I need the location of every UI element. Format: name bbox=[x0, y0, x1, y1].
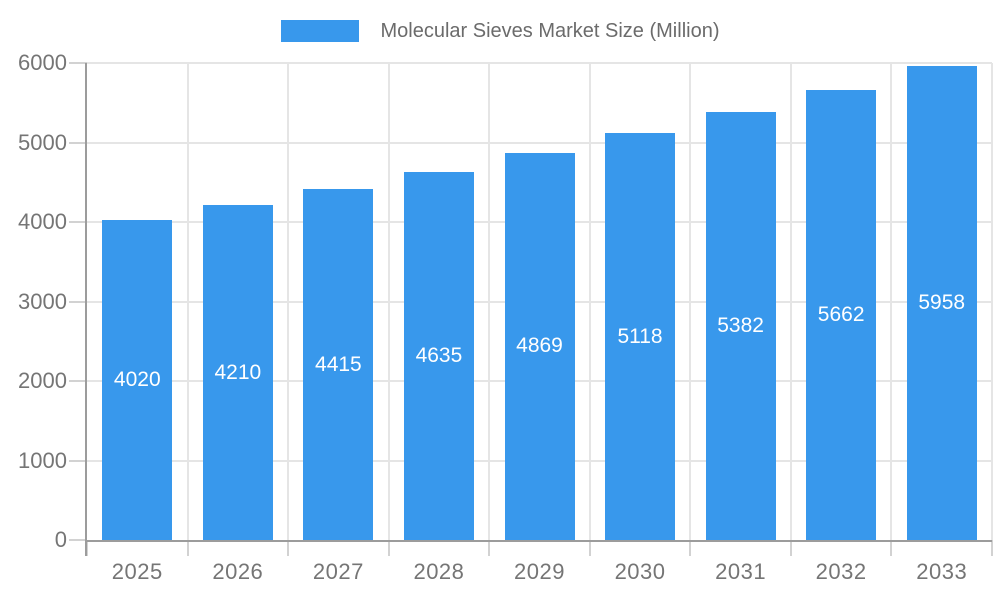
bar-value-label: 5382 bbox=[717, 314, 764, 338]
gridline-vertical bbox=[588, 63, 591, 540]
bar-value-label: 5662 bbox=[817, 302, 865, 326]
gridline-vertical bbox=[689, 63, 692, 540]
y-axis-label: 1000 bbox=[18, 447, 67, 473]
y-axis-tick bbox=[69, 459, 87, 462]
x-axis-line bbox=[87, 540, 992, 542]
gridline-vertical bbox=[789, 63, 792, 540]
x-axis-label: 2032 bbox=[815, 559, 867, 584]
x-axis-label: 2027 bbox=[312, 559, 364, 584]
bar bbox=[202, 205, 273, 540]
y-axis-line bbox=[85, 63, 87, 556]
y-axis-label: 3000 bbox=[18, 288, 67, 314]
bar-value-label: 4415 bbox=[315, 352, 362, 376]
bar-value-label: 4635 bbox=[415, 343, 463, 367]
x-axis-tick bbox=[488, 540, 491, 556]
y-axis-label: 4000 bbox=[18, 209, 67, 234]
y-axis-tick bbox=[69, 221, 87, 223]
bar-value-label: 5958 bbox=[918, 291, 966, 315]
bar bbox=[806, 89, 877, 540]
x-axis-tick bbox=[86, 540, 88, 556]
x-axis-label: 2031 bbox=[715, 559, 767, 584]
gridline-vertical bbox=[890, 63, 893, 540]
gridline-vertical bbox=[991, 63, 993, 540]
x-axis-tick bbox=[588, 540, 591, 556]
chart-legend[interactable]: Molecular Sieves Market Size (Million) bbox=[0, 17, 1000, 45]
x-axis-label: 2029 bbox=[514, 559, 565, 584]
bar bbox=[504, 152, 575, 540]
gridline-horizontal bbox=[87, 141, 992, 144]
y-axis-tick bbox=[69, 62, 87, 64]
bar bbox=[906, 66, 977, 540]
bar bbox=[605, 133, 676, 540]
y-axis-tick bbox=[69, 380, 87, 382]
y-axis-label: 0 bbox=[54, 527, 67, 552]
x-axis-tick bbox=[287, 540, 290, 556]
x-axis-tick bbox=[186, 540, 189, 556]
y-axis-tick bbox=[69, 300, 87, 303]
x-axis-label: 2025 bbox=[111, 559, 163, 584]
x-axis-tick bbox=[689, 540, 692, 556]
gridline-horizontal bbox=[87, 62, 992, 64]
x-axis-tick bbox=[890, 540, 893, 556]
x-axis-label: 2033 bbox=[916, 559, 968, 584]
bar-value-label: 4210 bbox=[214, 360, 262, 384]
x-axis-tick bbox=[387, 540, 390, 556]
legend-label: Molecular Sieves Market Size (Million) bbox=[380, 19, 720, 42]
gridline-vertical bbox=[186, 63, 189, 540]
y-axis-tick bbox=[69, 141, 87, 144]
y-axis-label: 5000 bbox=[18, 129, 67, 155]
bar bbox=[102, 220, 173, 540]
legend-swatch-icon bbox=[280, 20, 359, 42]
bar-value-label: 5118 bbox=[617, 324, 663, 348]
x-axis-tick bbox=[789, 540, 792, 556]
bar bbox=[303, 189, 374, 540]
bar-value-label: 4869 bbox=[516, 334, 563, 358]
x-axis-label: 2030 bbox=[614, 559, 666, 584]
x-axis-label: 2026 bbox=[212, 559, 264, 584]
y-axis-label: 2000 bbox=[18, 368, 67, 393]
x-axis-tick bbox=[991, 540, 993, 556]
x-axis-label: 2028 bbox=[413, 559, 465, 584]
gridline-vertical bbox=[287, 63, 290, 540]
y-axis-tick bbox=[69, 539, 87, 541]
gridline-vertical bbox=[387, 63, 390, 540]
bar-value-label: 4020 bbox=[113, 368, 161, 392]
gridline-vertical bbox=[488, 63, 491, 540]
y-axis-label: 6000 bbox=[18, 50, 67, 75]
bar bbox=[705, 112, 776, 540]
bar bbox=[403, 171, 474, 540]
